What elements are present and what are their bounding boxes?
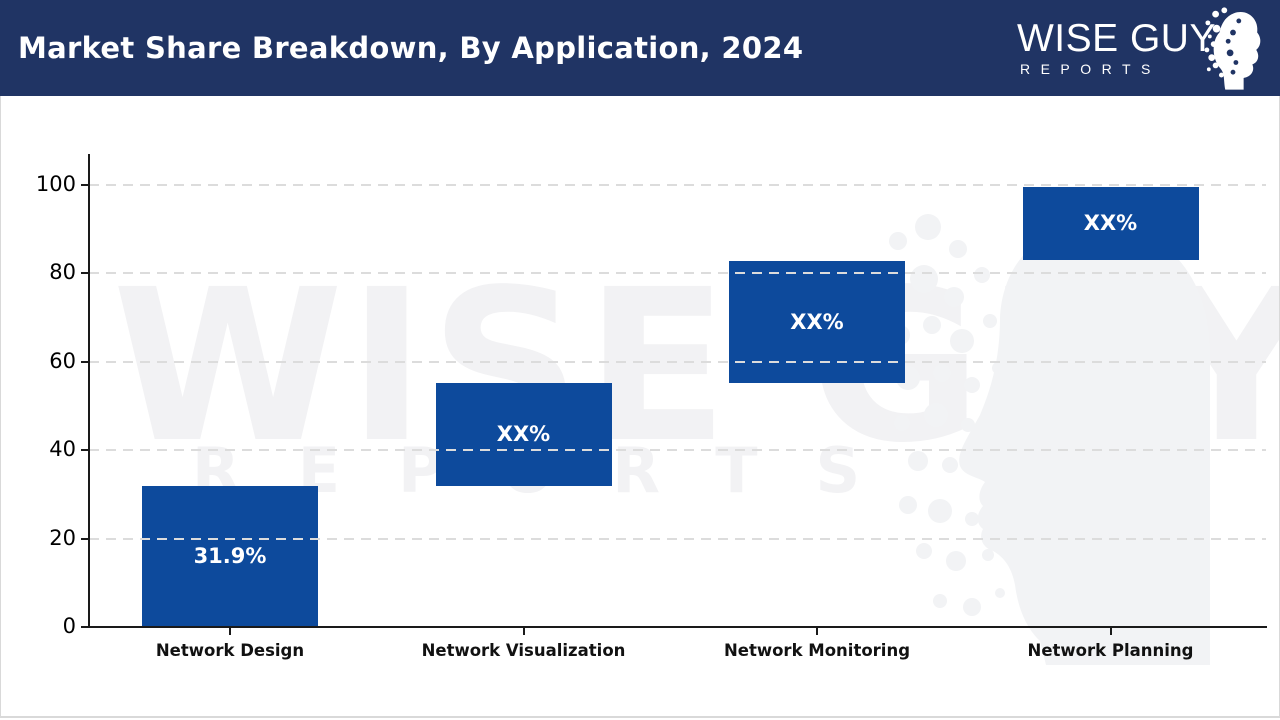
x-category-label: Network Design [155, 641, 305, 660]
y-tick-label-0: 0 [62, 614, 76, 638]
y-axis-line [88, 154, 90, 628]
logo-wordmark: WISE GUY [1016, 17, 1216, 60]
y-tick-80 [81, 272, 89, 274]
y-tick-20 [81, 537, 89, 540]
bar-network-design: 31.9% [142, 485, 318, 627]
page-title: Market Share Breakdown, By Application, … [18, 31, 804, 65]
y-tick-100 [81, 183, 89, 186]
bar-network-monitoring: XX% [729, 260, 905, 383]
x-tick-2 [522, 627, 525, 635]
x-category-label: Network Planning [1027, 641, 1194, 660]
watermark-head-icon [889, 214, 1210, 665]
y-tick-60 [81, 360, 89, 363]
brand-logo: WISE GUY REPORTS [1017, 5, 1262, 91]
bar-value-label: 31.9% [193, 544, 267, 569]
x-category-label: Network Monitoring [723, 641, 911, 660]
y-tick-0 [81, 626, 89, 628]
bar-value-label: XX% [790, 309, 844, 334]
x-tick-4 [1109, 627, 1112, 635]
x-axis-line [88, 626, 1267, 628]
bar-network-visualization: XX% [435, 382, 612, 486]
gridline-80 [89, 272, 1266, 274]
bar-value-label: XX% [496, 422, 551, 447]
y-tick-label-20: 20 [49, 525, 76, 550]
x-category-label: Network Visualization [421, 641, 626, 660]
gridline-20 [89, 537, 1266, 540]
gridline-40 [89, 449, 1266, 451]
bar-network-planning: XX% [1022, 186, 1199, 261]
y-tick-label-100: 100 [35, 171, 76, 196]
header: Market Share Breakdown, By Application, … [0, 0, 1280, 96]
gridline-60 [89, 360, 1266, 363]
y-tick-label-40: 40 [49, 437, 76, 461]
dotted-head-icon [1204, 7, 1261, 90]
y-tick-label-60: 60 [49, 348, 76, 373]
frame-border-bottom [0, 716, 1280, 718]
bar-value-label: XX% [1083, 211, 1138, 236]
logo-subtext: REPORTS [1019, 61, 1161, 77]
frame-border-left [0, 96, 1, 717]
y-tick-label-80: 80 [49, 260, 76, 284]
y-tick-40 [81, 449, 89, 451]
x-tick-1 [229, 627, 231, 635]
brand-logo-text: WISE GUY REPORTS [1017, 19, 1216, 77]
x-tick-3 [816, 627, 818, 635]
gridline-100 [89, 183, 1266, 186]
